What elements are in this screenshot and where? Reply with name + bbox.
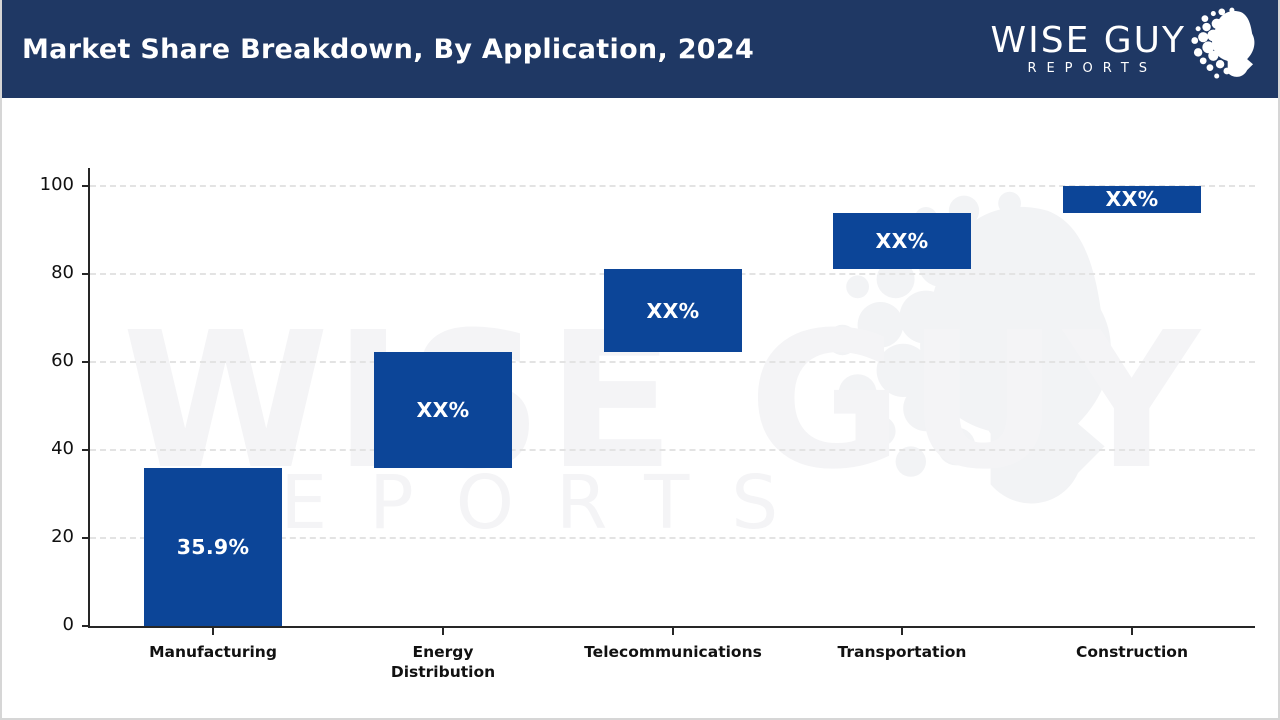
bar-value-label: XX% — [875, 228, 929, 253]
bar-energy-distribution: XX% — [374, 351, 512, 469]
bar-manufacturing: 35.9% — [144, 468, 282, 626]
y-tick-mark — [82, 537, 90, 539]
bar-value-label: XX% — [646, 298, 700, 323]
gridline-60 — [90, 361, 1255, 363]
y-tick-mark — [82, 449, 90, 451]
logo-wordmark: WISE GUY — [990, 20, 1186, 62]
y-tick-label: 0 — [62, 614, 74, 635]
x-tick-mark — [672, 628, 674, 635]
bar-transportation: XX% — [833, 212, 971, 270]
category-label-manufacturing: Manufacturing — [149, 643, 277, 661]
chart-area: WISE GUY REPORTS 0 20 40 60 80 100 35.9% Manufa… — [2, 98, 1278, 718]
y-tick-label: 100 — [39, 174, 74, 195]
x-axis — [88, 626, 1255, 628]
gridline-40 — [90, 449, 1255, 451]
gridline-100 — [90, 185, 1255, 187]
wise-guy-logo: WISE GUY REPORTS — [991, 6, 1265, 92]
bar-construction: XX% — [1063, 186, 1201, 213]
category-label-energy-distribution: Energy Distribution — [390, 643, 496, 682]
page-title: Market Share Breakdown, By Application, … — [22, 33, 755, 65]
bar-value-label: XX% — [416, 397, 470, 422]
bar-telecommunications: XX% — [604, 269, 742, 352]
x-tick-mark — [901, 628, 903, 635]
x-tick-mark — [442, 628, 444, 635]
y-tick-label: 40 — [51, 438, 74, 459]
x-tick-mark — [212, 628, 214, 635]
bar-value-label: XX% — [1105, 187, 1159, 212]
y-tick-label: 80 — [51, 262, 74, 283]
y-tick-mark — [82, 361, 90, 363]
y-tick-label: 60 — [51, 350, 74, 371]
logo-text: WISE GUY REPORTS — [991, 22, 1187, 76]
y-tick-label: 20 — [51, 526, 74, 547]
header: Market Share Breakdown, By Application, … — [2, 0, 1278, 98]
y-tick-mark — [82, 273, 90, 275]
y-tick-mark — [82, 185, 90, 187]
category-label-telecommunications: Telecommunications — [584, 643, 762, 661]
category-label-transportation: Transportation — [837, 643, 967, 661]
bar-value-label: 35.9% — [176, 535, 250, 559]
y-axis — [88, 168, 90, 628]
gridline-20 — [90, 537, 1255, 539]
waterfall-chart: 0 20 40 60 80 100 35.9% Manufacturing XX% Energy … — [2, 98, 1278, 718]
category-label-construction: Construction — [1076, 643, 1188, 661]
y-tick-mark — [82, 625, 90, 627]
logo-subtext: REPORTS — [1027, 60, 1158, 76]
x-tick-mark — [1131, 628, 1133, 635]
logo-head-icon — [1191, 7, 1255, 79]
